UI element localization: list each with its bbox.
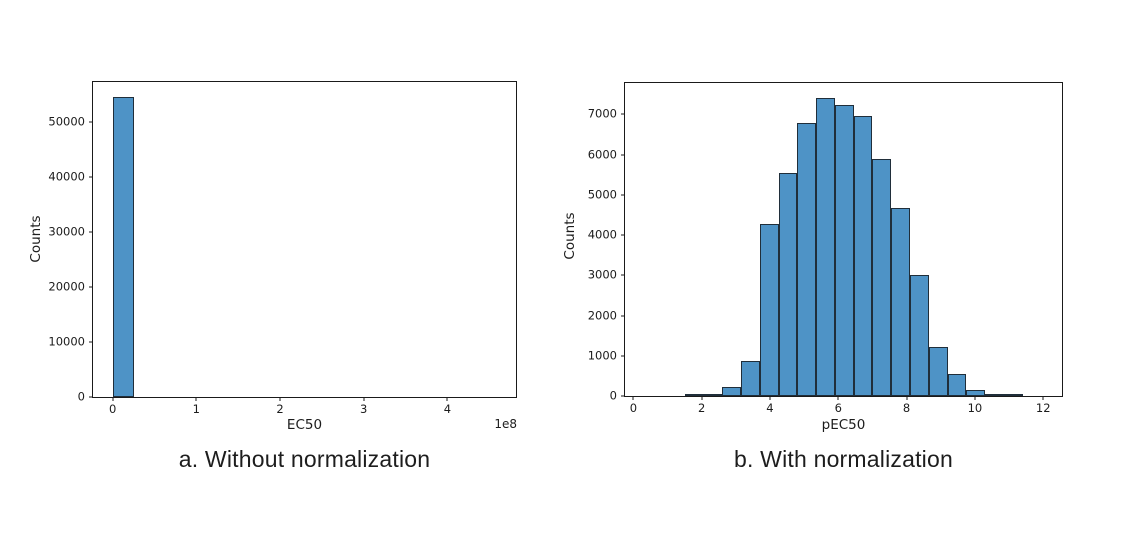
y-tick-mark [621, 395, 625, 397]
y-tick-label: 2000 [587, 308, 617, 323]
y-tick-mark [89, 286, 93, 288]
chart-caption: b. With normalization [734, 446, 953, 472]
x-tick-label: 4 [766, 401, 774, 415]
y-tick-label: 1000 [587, 348, 617, 363]
x-tick-label: 0 [629, 401, 638, 415]
x-tick-label: 4 [443, 402, 452, 416]
x-tick-mark [701, 396, 703, 400]
histogram-bar [703, 393, 723, 396]
y-tick-mark [621, 355, 625, 357]
x-tick-label: 8 [902, 401, 911, 415]
x-tick-label: 12 [1035, 401, 1051, 415]
x-tick-label: 1 [192, 402, 201, 416]
x-tick-label: 2 [698, 401, 706, 415]
y-tick-label: 4000 [587, 227, 617, 242]
x-tick-mark [974, 396, 976, 400]
histogram-bar [947, 373, 967, 396]
histogram-bar [928, 346, 948, 396]
x-tick-mark [279, 397, 281, 401]
x-axis-label: EC50 [286, 417, 323, 433]
x-tick-mark [837, 396, 839, 400]
histogram-bar [722, 386, 741, 396]
y-tick-label: 50000 [48, 114, 85, 129]
plot-area: 0 1 2 3 4 0 10000 20000 30000 40000 50000 [48, 81, 517, 415]
histogram-bar [872, 158, 892, 396]
histogram-bar [740, 361, 760, 396]
y-axis-label: Counts [562, 212, 578, 260]
chart-caption: a. Without normalization [178, 446, 431, 472]
x-tick-mark [1042, 396, 1044, 400]
histogram-bar [816, 98, 835, 396]
histogram-bar [966, 389, 986, 396]
y-tick-label: 30000 [48, 224, 85, 239]
x-tick-mark [195, 397, 197, 401]
y-tick-label: 6000 [587, 147, 617, 162]
y-tick-label: 40000 [48, 169, 85, 184]
histogram-bar [853, 116, 873, 396]
x-tick-label: 6 [834, 401, 842, 415]
y-tick-label: 3000 [587, 267, 617, 282]
x-axis-offset-label: 1e8 [494, 417, 517, 431]
y-tick-mark [621, 113, 625, 115]
y-tick-mark [89, 396, 93, 398]
y-tick-label: 7000 [587, 106, 617, 121]
y-tick-label: 0 [77, 389, 85, 404]
histogram-bar [759, 223, 779, 396]
x-tick-mark [112, 397, 114, 401]
histogram-bar [778, 173, 798, 396]
histogram-bar [684, 394, 704, 396]
y-tick-mark [621, 315, 625, 317]
y-axis-label: Counts [28, 215, 44, 263]
histogram-bar [985, 394, 1004, 396]
y-tick-label: 0 [609, 388, 617, 403]
x-tick-label: 0 [108, 402, 117, 416]
x-tick-label: 2 [276, 402, 284, 416]
histogram-bar [834, 105, 854, 396]
x-axis-label: pEC50 [821, 417, 866, 433]
histogram-bar [1003, 394, 1023, 396]
histogram-bar [910, 275, 929, 396]
y-tick-mark [621, 154, 625, 156]
y-tick-label: 10000 [48, 334, 85, 349]
histogram-bar [797, 122, 817, 396]
plot-area: 0 2 4 6 8 10 12 0 1000 2000 3000 4000 5000 6000 7000 [588, 82, 1063, 414]
y-tick-mark [89, 121, 93, 123]
x-tick-label: 3 [360, 402, 368, 416]
histogram-bar [112, 96, 134, 397]
x-tick-mark [769, 396, 771, 400]
y-tick-mark [621, 194, 625, 196]
y-tick-mark [89, 231, 93, 233]
x-tick-label: 10 [967, 401, 983, 415]
y-tick-mark [89, 341, 93, 343]
y-tick-mark [621, 274, 625, 276]
x-tick-mark [363, 397, 365, 401]
y-tick-mark [89, 176, 93, 178]
y-tick-mark [621, 234, 625, 236]
x-tick-mark [446, 397, 448, 401]
x-tick-mark [632, 396, 634, 400]
x-tick-mark [906, 396, 908, 400]
y-tick-label: 20000 [48, 279, 85, 294]
histogram-bar [891, 208, 910, 396]
y-tick-label: 5000 [587, 187, 617, 202]
